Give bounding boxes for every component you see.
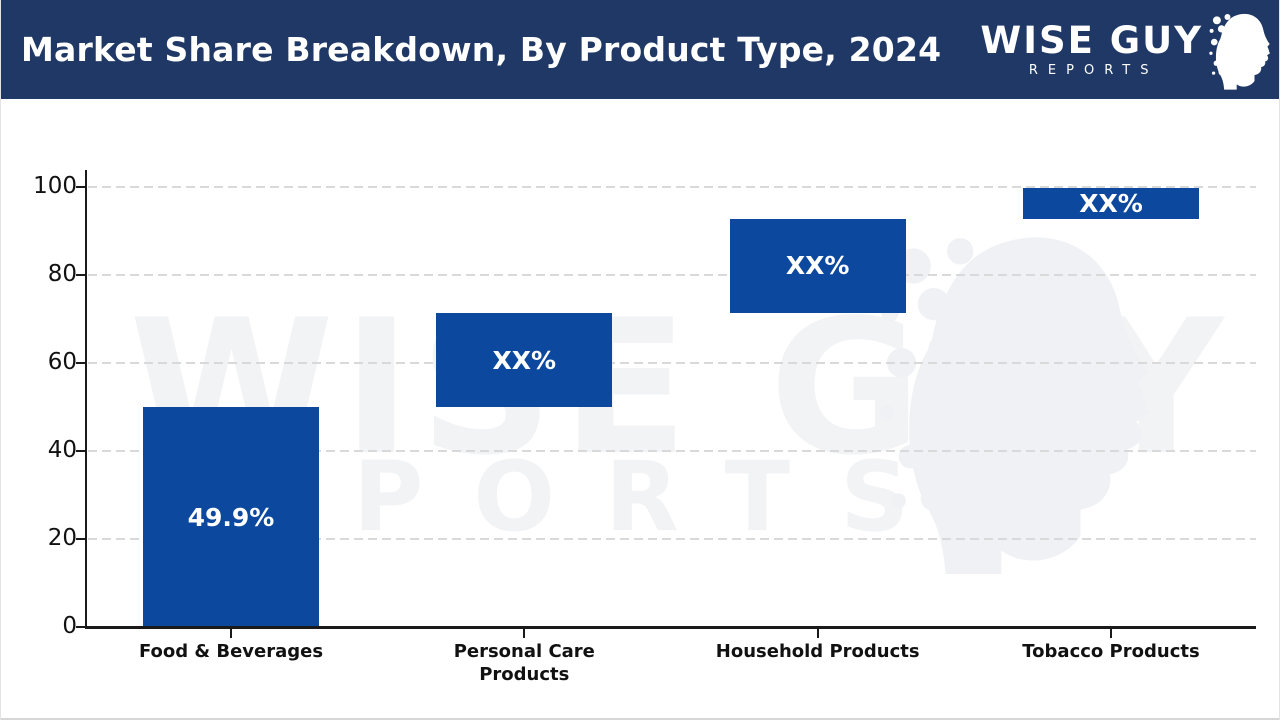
bar-value-label: XX% bbox=[492, 345, 557, 375]
x-axis-tick-mark bbox=[1110, 629, 1112, 638]
bar-segment: XX% bbox=[436, 312, 613, 408]
bar-segment: XX% bbox=[1023, 187, 1199, 219]
y-axis-tick-label: 100 bbox=[33, 173, 77, 199]
x-axis-tick-mark bbox=[523, 629, 526, 638]
header-bar: Market Share Breakdown, By Product Type,… bbox=[1, 0, 1279, 99]
brand-logo-text: WISE GUY REPORTS bbox=[980, 22, 1203, 78]
gridline bbox=[88, 538, 1256, 540]
bar-value-label: 49.9% bbox=[187, 502, 275, 532]
chart-area: WISE GUY PORTS 0 20 40 60 80 100 49.9% XX% XX% X… bbox=[1, 99, 1279, 718]
gridline bbox=[88, 274, 1256, 276]
y-axis-tick-mark bbox=[76, 362, 85, 364]
y-axis-tick-mark bbox=[76, 626, 85, 628]
face-logo-icon bbox=[1207, 10, 1273, 90]
y-axis-tick-label: 60 bbox=[47, 349, 77, 375]
bottom-border-line bbox=[1, 718, 1279, 720]
y-axis-tick-mark bbox=[76, 274, 85, 276]
bar-value-label: XX% bbox=[1079, 188, 1143, 218]
y-axis-tick-mark bbox=[76, 450, 85, 452]
x-axis-category-label: Tobacco Products bbox=[1022, 641, 1200, 662]
x-axis-category-label: Personal Care Products bbox=[453, 641, 595, 685]
y-axis-tick-mark bbox=[76, 538, 85, 540]
watermark-text-line2: PORTS bbox=[353, 441, 960, 553]
bar-value-label: XX% bbox=[785, 251, 850, 281]
bar-segment: 49.9% bbox=[143, 407, 319, 627]
x-axis-category-label: Household Products bbox=[715, 641, 920, 662]
gridline bbox=[88, 450, 1256, 452]
y-axis-tick-label: 20 bbox=[47, 525, 77, 551]
brand-logo: WISE GUY REPORTS bbox=[980, 0, 1273, 99]
gridline bbox=[88, 186, 1256, 188]
y-axis-tick-label: 40 bbox=[47, 437, 77, 463]
y-axis-tick-mark bbox=[76, 186, 85, 188]
gridline bbox=[88, 362, 1256, 364]
page-title: Market Share Breakdown, By Product Type,… bbox=[21, 30, 942, 69]
brand-name: WISE GUY bbox=[980, 18, 1203, 62]
x-axis-category-label: Food & Beverages bbox=[138, 641, 324, 662]
brand-subtitle: REPORTS bbox=[1028, 62, 1159, 78]
x-axis-tick-mark bbox=[816, 629, 819, 638]
y-axis-tick-label: 0 bbox=[62, 613, 77, 639]
y-axis-line bbox=[85, 170, 87, 629]
x-axis-line bbox=[85, 626, 1256, 629]
x-axis-tick-mark bbox=[230, 629, 232, 638]
y-axis-tick-label: 80 bbox=[47, 261, 77, 287]
bar-segment: XX% bbox=[729, 218, 906, 313]
